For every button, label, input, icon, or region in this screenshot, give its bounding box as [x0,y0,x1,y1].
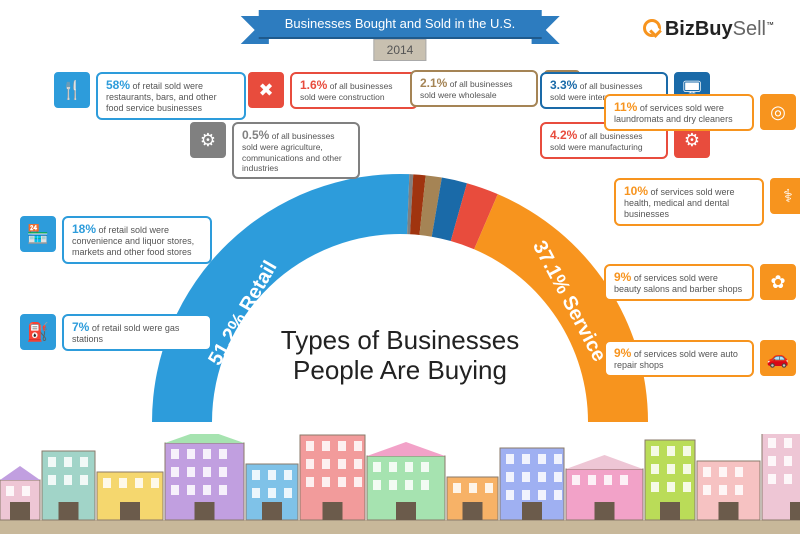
callout-icon: ✖ [248,72,284,108]
buildings-footer [0,434,800,534]
callout-icon: ◎ [760,94,796,130]
building [300,435,365,520]
building [165,434,244,520]
callout-box: 7% of retail sold were gas stations [62,314,212,351]
building [566,455,643,520]
building [762,434,800,520]
building [0,466,40,520]
callout: 🏪18% of retail sold were convenience and… [20,216,212,264]
callout-box: 58% of retail sold were restaurants, bar… [96,72,246,120]
building [246,464,298,520]
building [367,442,445,520]
building [97,472,163,520]
callout-icon: 🚗 [760,340,796,376]
building [447,477,498,520]
callout: ◎11% of services sold were laundromats a… [604,94,796,131]
callout-box: 0.5% of all businesses sold were agricul… [232,122,360,179]
callout-icon: ✿ [760,264,796,300]
callout: 🚗9% of services sold were auto repair sh… [604,340,796,377]
callout-box: 11% of services sold were laundromats an… [604,94,754,131]
callout-icon: ⚙ [190,122,226,158]
building [697,461,760,520]
building [500,448,564,520]
callout-icon: ⚕ [770,178,800,214]
callout: ⚙0.5% of all businesses sold were agricu… [190,122,360,179]
callout-box: 2.1% of all businesses sold were wholesa… [410,70,538,107]
callout-icon: ⛽ [20,314,56,350]
header-banner: Businesses Bought and Sold in the U.S. 2… [259,10,542,39]
callout: ✖1.6% of all businesses sold were constr… [248,72,418,109]
callout: ⛽7% of retail sold were gas stations [20,314,212,351]
callout: ✿9% of services sold were beauty salons … [604,264,796,301]
callout-box: 18% of retail sold were convenience and … [62,216,212,264]
banner-title: Businesses Bought and Sold in the U.S. [259,10,542,39]
callout-box: 10% of services sold were health, medica… [614,178,764,226]
building [645,440,695,520]
callout-box: 9% of services sold were beauty salons a… [604,264,754,301]
callout-icon: 🏪 [20,216,56,252]
logo-mark-icon [643,19,661,37]
callout-icon: 🍴 [54,72,90,108]
callout: 🍴58% of retail sold were restaurants, ba… [54,72,246,120]
callout-box: 1.6% of all businesses sold were constru… [290,72,418,109]
callout: ⚕10% of services sold were health, medic… [614,178,800,226]
building [42,451,95,520]
brand-logo: BizBuySell™ [643,18,774,41]
banner-year: 2014 [374,39,427,61]
center-title: Types of Businesses People Are Buying [230,326,570,386]
callout-box: 9% of services sold were auto repair sho… [604,340,754,377]
